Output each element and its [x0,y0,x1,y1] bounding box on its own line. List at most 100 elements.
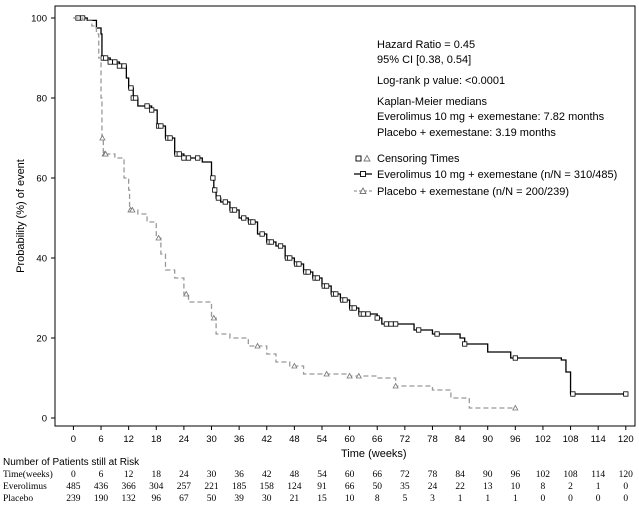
risk-cell-time: 66 [372,470,382,480]
x-tick-label: 78 [427,434,438,445]
everolimus-censor-marker [462,341,468,347]
risk-cell-everolimus: 22 [455,482,465,492]
placebo-censor-marker [291,362,298,369]
risk-cell-time: 12 [124,470,134,480]
everolimus-censor-marker [116,63,123,69]
risk-cell-placebo: 1 [485,494,490,504]
y-axis-label: Probability (%) of event [15,159,27,273]
risk-cell-everolimus: 13 [483,482,493,492]
risk-cell-everolimus: 304 [149,482,164,492]
risk-cell-time: 18 [152,470,162,480]
y-tick-label: 20 [36,334,47,345]
risk-cell-everolimus: 8 [541,482,546,492]
legend-everolimus-marker [360,171,366,177]
risk-cell-everolimus: 91 [317,482,327,492]
x-tick-label: 60 [344,434,355,445]
everolimus-censor-marker [185,155,192,161]
everolimus-censor-marker [250,219,256,225]
everolimus-censor-marker [149,107,155,113]
risk-cell-time: 6 [99,470,104,480]
risk-cell-time: 120 [619,470,634,480]
everolimus-censor-marker [333,291,339,297]
x-tick-label: 120 [618,434,634,445]
x-tick-label: 6 [98,434,103,445]
everolimus-censor-marker [107,59,113,65]
placebo-series [73,17,519,411]
everolimus-censor-marker [103,55,109,61]
everolimus-median-text: Everolimus 10 mg + exemestane: 7.82 mont… [377,111,605,123]
everolimus-censor-marker [314,275,320,281]
risk-cell-time: 96 [511,470,521,480]
risk-cell-everolimus: 24 [428,482,438,492]
everolimus-censor-marker [167,135,173,141]
y-tick-label: 80 [36,94,47,105]
risk-cell-placebo: 67 [179,494,189,504]
risk-cell-placebo: 8 [375,494,380,504]
x-tick-label: 108 [563,434,579,445]
risk-cell-time: 30 [207,470,217,480]
placebo-censor-marker [254,342,261,349]
x-tick-label: 66 [372,434,383,445]
placebo-censor-marker [392,382,399,389]
everolimus-censor-marker [383,321,390,327]
risk-cell-everolimus: 221 [204,482,219,492]
risk-cell-everolimus: 2 [568,482,573,492]
risk-cell-placebo: 96 [152,494,162,504]
everolimus-censor-marker [259,231,265,237]
risk-cell-everolimus: 0 [623,482,628,492]
risk-cell-time: 72 [400,470,410,480]
risk-cell-time: 102 [536,470,551,480]
placebo-median-text: Placebo + exemestane: 3.19 months [377,127,556,139]
risk-cell-placebo: 0 [623,494,628,504]
risk-cell-everolimus: 124 [287,482,302,492]
x-tick-label: 24 [179,434,190,445]
risk-cell-everolimus: 1 [596,482,601,492]
axes: 0 6 12 18 24 30 36 42 48 54 60 66 72 78 84 90 96 102 108 11… [31,14,634,446]
annotation-box: Hazard Ratio = 0.45 95% CI [0.38, 0.54] … [377,39,605,139]
risk-cell-placebo: 132 [122,494,137,504]
everolimus-censor-marker [388,321,394,327]
everolimus-censor-marker [158,123,164,129]
x-tick-label: 42 [261,434,272,445]
risk-table-title: Number of Patients still at Risk [3,457,140,468]
everolimus-censor-marker [112,59,118,65]
risk-cell-placebo: 239 [66,494,81,504]
legend-censor-square-marker [355,155,362,162]
risk-cell-time: 60 [345,470,355,480]
risk-cell-everolimus: 257 [177,482,192,492]
placebo-censor-marker [99,134,106,141]
risk-cell-time: 90 [483,470,493,480]
risk-row-label-placebo: Placebo [3,494,33,504]
risk-cell-placebo: 0 [541,494,546,504]
risk-cell-time: 108 [563,470,578,480]
risk-cell-placebo: 10 [345,494,355,504]
risk-cell-everolimus: 185 [232,482,247,492]
everolimus-censor-marker [374,315,380,321]
placebo-censor-marker [102,150,109,157]
everolimus-censor-marker [360,311,367,317]
placebo-censor-marker [129,206,136,213]
everolimus-censor-marker [128,85,134,91]
risk-cell-everolimus: 366 [122,482,137,492]
everolimus-censor-marker [365,311,371,317]
x-tick-label: 72 [400,434,411,445]
everolimus-censor-marker [212,187,218,193]
risk-cell-everolimus: 10 [511,482,521,492]
everolimus-censor-marker [393,321,399,327]
everolimus-censor-marker [416,327,422,333]
risk-cell-time: 84 [455,470,465,480]
placebo-censor-marker [355,372,362,379]
everolimus-censor-marker [623,391,629,397]
risk-row-label-everolimus: Everolimus [3,482,47,492]
everolimus-censor-marker [231,207,238,213]
everolimus-censor-marker [210,175,216,181]
survival-curves [73,15,629,411]
everolimus-censor-marker [268,239,274,245]
x-tick-label: 18 [151,434,162,445]
risk-cell-placebo: 50 [207,494,217,504]
risk-cell-time: 0 [71,470,76,480]
risk-cell-time: 48 [290,470,300,480]
risk-row-label-time: Time(weeks) [3,469,53,480]
placebo-censor-marker [512,404,519,411]
risk-cell-time: 54 [317,470,327,480]
